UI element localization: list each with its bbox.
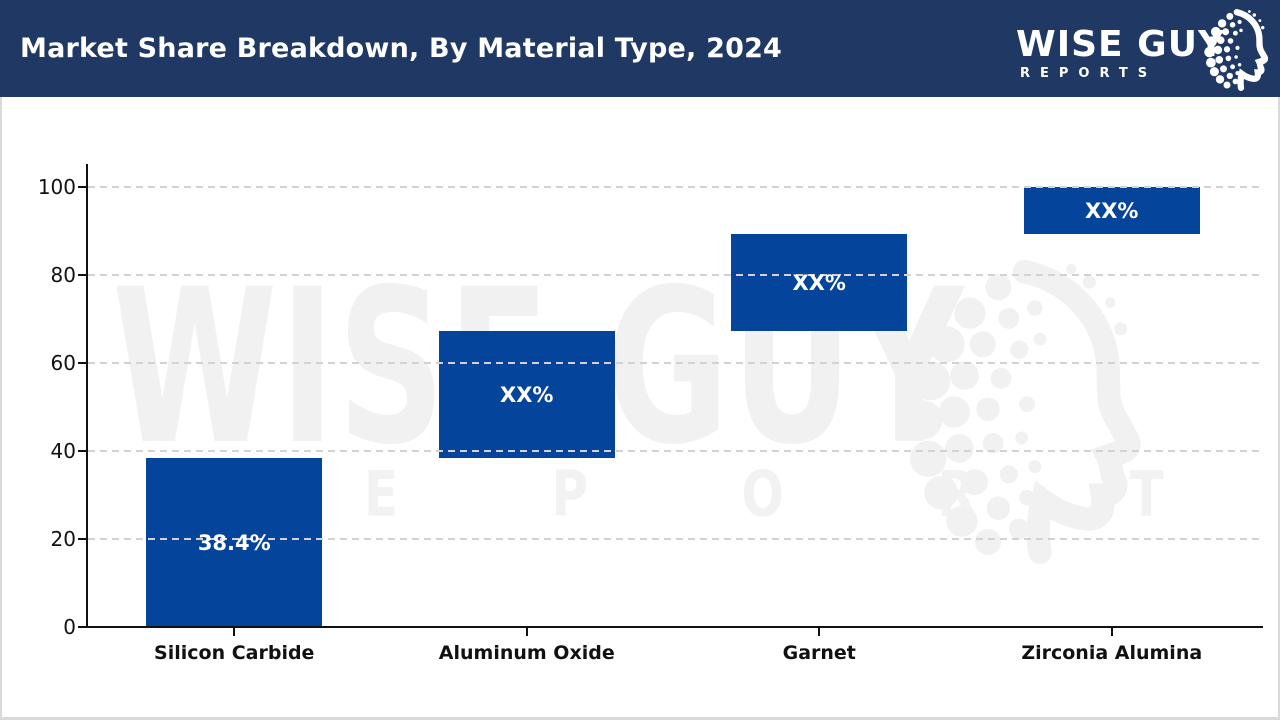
bar-aluminum-oxide [438,331,615,459]
y-tick-mark [78,362,86,364]
bar-value-label: XX% [500,382,554,407]
y-axis-spine [86,164,88,628]
header-bar: Market Share Breakdown, By Material Type… [0,0,1280,97]
y-tick-label: 60 [50,351,76,375]
bar-value-label: XX% [792,270,846,295]
x-axis-label-zirconia-alumina: Zirconia Alumina [1021,642,1203,664]
y-tick-label: 80 [50,263,76,287]
y-tick-mark [78,274,86,276]
page-title: Market Share Breakdown, By Material Type… [20,33,783,64]
y-tick-mark [78,450,86,452]
gridline-20 [88,538,1262,540]
y-tick-mark [78,186,86,188]
x-axis-spine [86,626,1263,628]
gridline-80 [88,274,1262,276]
bar-value-label: 38.4% [197,530,271,555]
x-axis-label-aluminum-oxide: Aluminum Oxide [438,642,615,664]
brand-logo: WISE GUY REPORTS [1016,8,1266,92]
bar-zirconia-alumina [1023,187,1200,235]
bar-silicon-carbide [146,458,323,627]
gridline-60 [88,362,1262,364]
x-tick-mark [525,628,528,636]
y-tick-mark [78,626,86,628]
x-axis-label-garnet: Garnet [782,642,856,664]
bar-value-label: XX% [1085,198,1139,223]
gridline-100 [88,186,1262,188]
gridline-40 [88,450,1262,452]
x-tick-mark [818,628,821,636]
x-tick-mark [233,628,236,636]
brand-subtitle: REPORTS [1020,66,1158,81]
brand-name: WISE GUY [1016,24,1226,65]
x-axis-label-silicon-carbide: Silicon Carbide [154,642,315,664]
y-tick-mark [78,538,86,540]
y-tick-label: 20 [50,527,76,551]
y-tick-label: 0 [63,615,76,639]
y-tick-label: 100 [37,175,76,199]
brand-head-icon [1199,8,1269,92]
bar-garnet [731,234,908,332]
y-tick-label: 40 [50,439,76,463]
x-tick-mark [1110,628,1113,636]
